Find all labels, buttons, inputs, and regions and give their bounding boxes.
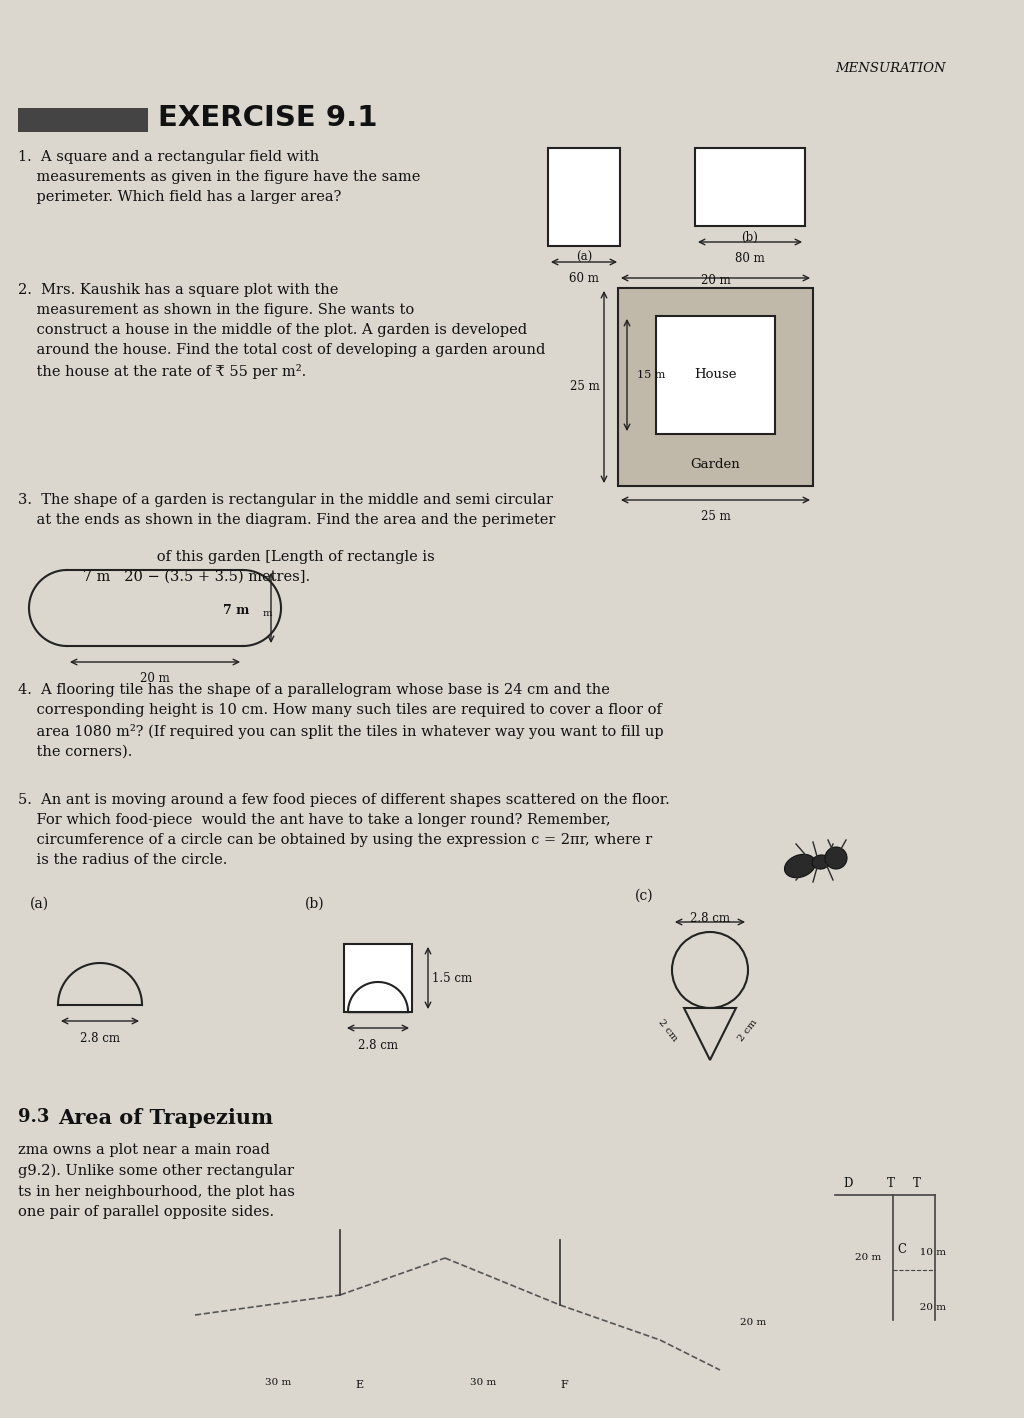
Text: (b): (b) bbox=[305, 898, 325, 910]
Text: 2.8 cm: 2.8 cm bbox=[358, 1039, 398, 1052]
Text: 20 m: 20 m bbox=[740, 1317, 766, 1327]
Text: 60 m: 60 m bbox=[569, 272, 599, 285]
Text: Garden: Garden bbox=[690, 458, 740, 471]
Text: 20 m: 20 m bbox=[855, 1254, 882, 1262]
Text: F: F bbox=[560, 1380, 567, 1390]
Text: 25 m: 25 m bbox=[570, 380, 600, 394]
Text: T: T bbox=[913, 1177, 921, 1190]
Text: 30 m: 30 m bbox=[265, 1378, 291, 1387]
Text: 10 m: 10 m bbox=[897, 1248, 946, 1256]
FancyBboxPatch shape bbox=[344, 944, 412, 1012]
Text: 80 m: 80 m bbox=[735, 252, 765, 265]
Text: (a): (a) bbox=[575, 251, 592, 264]
Text: C: C bbox=[897, 1244, 906, 1256]
Text: EXERCISE 9.1: EXERCISE 9.1 bbox=[158, 104, 378, 132]
Text: 20 m: 20 m bbox=[140, 672, 170, 685]
FancyBboxPatch shape bbox=[618, 288, 813, 486]
Text: D: D bbox=[843, 1177, 852, 1190]
Text: 9.3: 9.3 bbox=[18, 1107, 49, 1126]
Text: 1.  A square and a rectangular field with
    measurements as given in the figur: 1. A square and a rectangular field with… bbox=[18, 150, 421, 204]
Text: 15 m: 15 m bbox=[637, 370, 666, 380]
Text: (c): (c) bbox=[635, 889, 653, 903]
FancyBboxPatch shape bbox=[548, 147, 620, 245]
Text: 25 m: 25 m bbox=[700, 510, 730, 523]
Text: of this garden [Length of rectangle is
              7 m   20 − (3.5 + 3.5) metr: of this garden [Length of rectangle is 7… bbox=[18, 550, 435, 584]
Text: House: House bbox=[694, 369, 736, 381]
FancyBboxPatch shape bbox=[18, 108, 148, 132]
Text: 3.  The shape of a garden is rectangular in the middle and semi circular
    at : 3. The shape of a garden is rectangular … bbox=[18, 493, 555, 527]
Text: E: E bbox=[355, 1380, 364, 1390]
Text: 1.5 cm: 1.5 cm bbox=[432, 971, 472, 984]
Text: 2.  Mrs. Kaushik has a square plot with the
    measurement as shown in the figu: 2. Mrs. Kaushik has a square plot with t… bbox=[18, 284, 546, 379]
Text: 7 m: 7 m bbox=[222, 604, 249, 617]
Text: (a): (a) bbox=[30, 898, 49, 910]
FancyBboxPatch shape bbox=[695, 147, 805, 225]
Circle shape bbox=[825, 847, 847, 869]
FancyBboxPatch shape bbox=[656, 316, 775, 434]
Text: 20 m: 20 m bbox=[897, 1303, 946, 1312]
Text: 2 cm: 2 cm bbox=[736, 1017, 760, 1042]
Text: T: T bbox=[887, 1177, 895, 1190]
Text: (b): (b) bbox=[741, 231, 759, 244]
Text: 30 m: 30 m bbox=[470, 1378, 497, 1387]
Text: 2.8 cm: 2.8 cm bbox=[690, 912, 730, 925]
Text: Area of Trapezium: Area of Trapezium bbox=[58, 1107, 273, 1127]
Text: zma owns a plot near a main road
g9.2). Unlike some other rectangular
ts in her : zma owns a plot near a main road g9.2). … bbox=[18, 1143, 295, 1219]
Text: m: m bbox=[263, 608, 272, 617]
Ellipse shape bbox=[812, 855, 829, 869]
Ellipse shape bbox=[784, 854, 815, 878]
Text: 2 cm: 2 cm bbox=[656, 1017, 679, 1042]
Text: 20 m: 20 m bbox=[700, 274, 730, 286]
Text: MENSURATION: MENSURATION bbox=[835, 61, 945, 75]
Text: 2.8 cm: 2.8 cm bbox=[80, 1032, 120, 1045]
Text: 4.  A flooring tile has the shape of a parallelogram whose base is 24 cm and the: 4. A flooring tile has the shape of a pa… bbox=[18, 683, 664, 759]
Text: 5.  An ant is moving around a few food pieces of different shapes scattered on t: 5. An ant is moving around a few food pi… bbox=[18, 793, 670, 868]
